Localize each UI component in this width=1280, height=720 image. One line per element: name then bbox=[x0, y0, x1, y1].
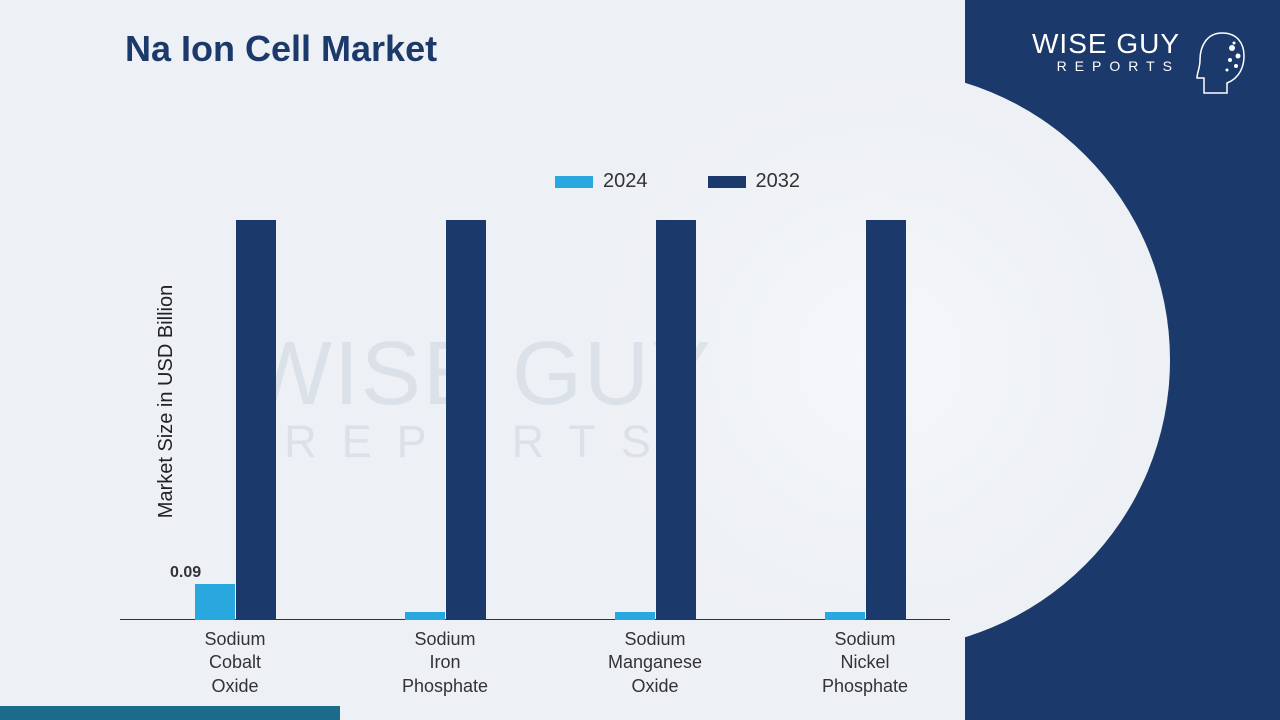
bar bbox=[656, 220, 696, 620]
bar bbox=[446, 220, 486, 620]
brand-logo: WISE GUY REPORTS bbox=[1032, 28, 1180, 74]
bar bbox=[866, 220, 906, 620]
legend-item-2024: 2024 bbox=[555, 170, 648, 193]
x-label: SodiumIronPhosphate bbox=[365, 628, 525, 698]
head-icon bbox=[1192, 28, 1252, 98]
value-label: 0.09 bbox=[170, 564, 201, 582]
bar-group bbox=[175, 220, 295, 620]
x-label: SodiumManganeseOxide bbox=[575, 628, 735, 698]
legend: 2024 2032 bbox=[555, 170, 800, 193]
bar bbox=[825, 612, 865, 620]
bar-group bbox=[805, 220, 925, 620]
legend-swatch-2032 bbox=[708, 176, 746, 188]
legend-label-2024: 2024 bbox=[603, 170, 648, 193]
logo-text-sub: REPORTS bbox=[1032, 58, 1180, 74]
footer-bar bbox=[0, 706, 340, 720]
x-label: SodiumCobaltOxide bbox=[155, 628, 315, 698]
chart-title: Na Ion Cell Market bbox=[125, 28, 437, 70]
bar bbox=[405, 612, 445, 620]
x-label: SodiumNickelPhosphate bbox=[785, 628, 945, 698]
bar-group bbox=[385, 220, 505, 620]
legend-label-2032: 2032 bbox=[756, 170, 801, 193]
chart-plot: 0.09 bbox=[120, 220, 950, 620]
bar bbox=[615, 612, 655, 620]
main-area: WISE GUY REPORTS Na Ion Cell Market 2024… bbox=[0, 0, 965, 720]
logo-text-main: WISE GUY bbox=[1032, 28, 1180, 60]
bar bbox=[195, 584, 235, 620]
legend-item-2032: 2032 bbox=[708, 170, 801, 193]
legend-swatch-2024 bbox=[555, 176, 593, 188]
bar bbox=[236, 220, 276, 620]
bar-group bbox=[595, 220, 715, 620]
